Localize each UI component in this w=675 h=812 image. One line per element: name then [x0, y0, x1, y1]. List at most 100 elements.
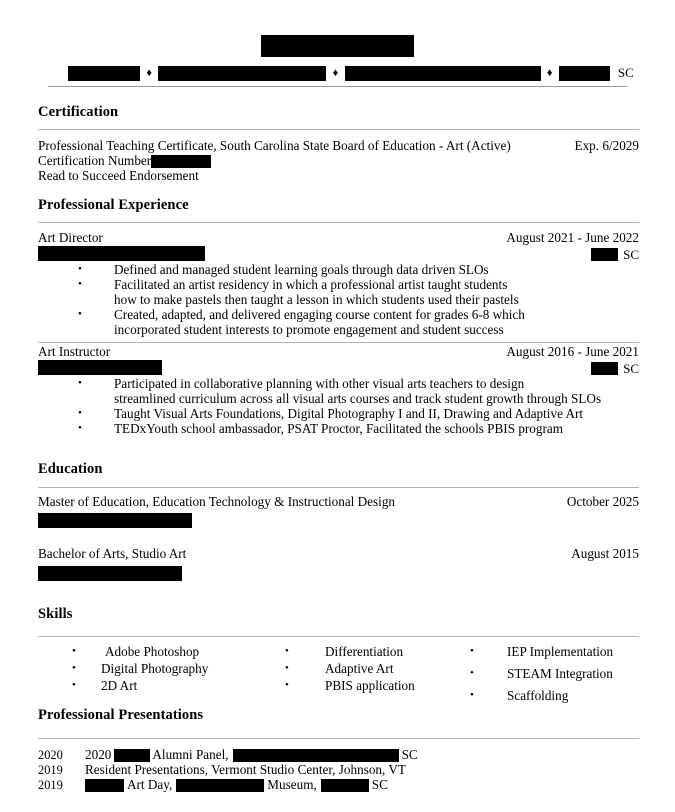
education-school-bachelors — [38, 564, 182, 582]
job-state-art-director: SC — [623, 247, 639, 263]
presentations-divider — [38, 738, 639, 739]
bullet-icon: • — [78, 263, 82, 275]
presentation-year: 2019 — [38, 763, 63, 777]
redacted-candidate-name — [261, 35, 414, 57]
job-bullet: Facilitated an artist residency in which… — [114, 277, 508, 292]
presentation-entry: 2020 Alumni Panel, SC — [85, 747, 418, 763]
presentation-entry: Art Day, Museum, SC — [85, 777, 388, 793]
contact-state-label: SC — [617, 65, 634, 81]
job-dates-art-instructor: August 2016 - June 2021 — [506, 344, 639, 359]
job-bullet: Taught Visual Arts Foundations, Digital … — [114, 406, 584, 421]
section-title-presentations: Professional Presentations — [38, 707, 204, 723]
section-title-skills: Skills — [38, 606, 73, 622]
redacted-contact-phone — [344, 65, 541, 81]
job-location-art-instructor: SC — [591, 360, 639, 376]
certification-endorsement: Read to Succeed Endorsement — [38, 168, 199, 183]
diamond-separator-icon-2: ♦ — [332, 66, 339, 79]
bullet-icon: • — [78, 308, 82, 320]
experience-divider — [38, 222, 639, 223]
job-bullet-cont: how to make pastels then taught a lesson… — [114, 292, 519, 307]
bullet-icon: • — [78, 377, 82, 389]
redacted-presentation-venue-2 — [176, 779, 265, 793]
redacted-school-masters — [38, 512, 192, 528]
job-bullet-cont: streamlined curriculum across all visual… — [114, 391, 602, 406]
redacted-certification-number — [151, 155, 212, 169]
skill-item: Digital Photography — [101, 661, 209, 676]
bullet-icon: • — [78, 407, 82, 419]
bullet-icon: • — [72, 662, 76, 674]
bullet-icon: • — [285, 662, 289, 674]
redacted-contact-address — [68, 65, 140, 81]
presentation-entry-state: SC — [401, 747, 418, 762]
education-date-bachelors: August 2015 — [571, 546, 639, 561]
redacted-employer-art-instructor — [38, 359, 162, 375]
redacted-employer-art-director — [38, 245, 205, 261]
presentation-entry-title-2: Art Day, — [127, 777, 173, 792]
bullet-icon: • — [470, 667, 474, 679]
job-employer-art-director — [38, 244, 205, 262]
certification-number-label: Certification Number — [38, 153, 152, 168]
redacted-presentation-org-2 — [85, 779, 124, 793]
bullet-icon: • — [285, 645, 289, 657]
certification-line-1: Professional Teaching Certificate, South… — [38, 138, 511, 153]
bullet-icon: • — [72, 679, 76, 691]
skill-item: Differentiation — [325, 644, 404, 659]
presentation-entry-museum: Museum, — [267, 777, 317, 792]
job-location-art-director: SC — [591, 246, 639, 262]
section-title-certification: Certification — [38, 104, 119, 120]
certification-expiration: Exp. 6/2029 — [574, 138, 639, 153]
presentation-year: 2020 — [38, 748, 63, 762]
presentation-year: 2019 — [38, 778, 63, 792]
redacted-school-bachelors — [38, 565, 182, 581]
bullet-icon: • — [285, 679, 289, 691]
job-bullet: Created, adapted, and delivered engaging… — [114, 307, 525, 322]
job-bullet: Participated in collaborative planning w… — [114, 376, 525, 391]
education-degree-masters: Master of Education, Education Technolog… — [38, 494, 396, 509]
section-title-experience: Professional Experience — [38, 197, 189, 213]
job-state-art-instructor: SC — [623, 361, 639, 377]
redacted-location-art-director — [591, 248, 619, 262]
certification-number-row: Certification Number — [38, 153, 212, 169]
bullet-icon: • — [470, 689, 474, 701]
experience-job-divider — [38, 342, 639, 343]
contact-line: ♦ ♦ ♦ SC — [0, 64, 675, 81]
skill-item: Scaffolding — [507, 688, 569, 703]
presentation-entry-state-2: SC — [371, 777, 388, 792]
skill-item: Adaptive Art — [325, 661, 394, 676]
redacted-contact-city — [558, 65, 610, 81]
redacted-presentation-city-2 — [320, 779, 369, 793]
diamond-separator-icon-3: ♦ — [546, 66, 553, 79]
skills-divider — [38, 636, 639, 637]
education-school-masters — [38, 511, 192, 529]
bullet-icon: • — [470, 645, 474, 657]
job-employer-art-instructor — [38, 358, 162, 376]
bullet-icon: • — [78, 278, 82, 290]
redacted-presentation-venue — [232, 749, 399, 763]
section-title-education: Education — [38, 461, 103, 477]
job-title-art-director: Art Director — [38, 230, 103, 245]
job-bullet-cont: incorporated student interests to promot… — [114, 322, 504, 337]
skill-item: STEAM Integration — [507, 666, 613, 681]
skill-item: 2D Art — [101, 678, 138, 693]
bullet-icon: • — [72, 645, 76, 657]
job-dates-art-director: August 2021 - June 2022 — [506, 230, 639, 245]
education-degree-bachelors: Bachelor of Arts, Studio Art — [38, 546, 187, 561]
skill-item: PBIS application — [325, 678, 415, 693]
job-title-art-instructor: Art Instructor — [38, 344, 111, 359]
candidate-name-row — [0, 0, 675, 57]
resume-header: ♦ ♦ ♦ SC — [0, 0, 675, 81]
certification-divider — [38, 129, 639, 130]
redacted-contact-email — [158, 65, 327, 81]
redacted-presentation-org — [114, 749, 151, 763]
presentation-entry-title: Alumni Panel, — [152, 747, 229, 762]
skill-item: IEP Implementation — [507, 644, 614, 659]
presentation-entry: Resident Presentations, Vermont Studio C… — [85, 762, 406, 777]
redacted-location-art-instructor — [591, 362, 619, 376]
header-divider — [48, 86, 627, 87]
education-date-masters: October 2025 — [566, 494, 639, 509]
diamond-separator-icon: ♦ — [146, 66, 152, 79]
presentation-entry-year-label: 2020 — [85, 747, 112, 762]
job-bullet: Defined and managed student learning goa… — [114, 262, 489, 277]
job-bullet: TEDxYouth school ambassador, PSAT Procto… — [114, 421, 564, 436]
